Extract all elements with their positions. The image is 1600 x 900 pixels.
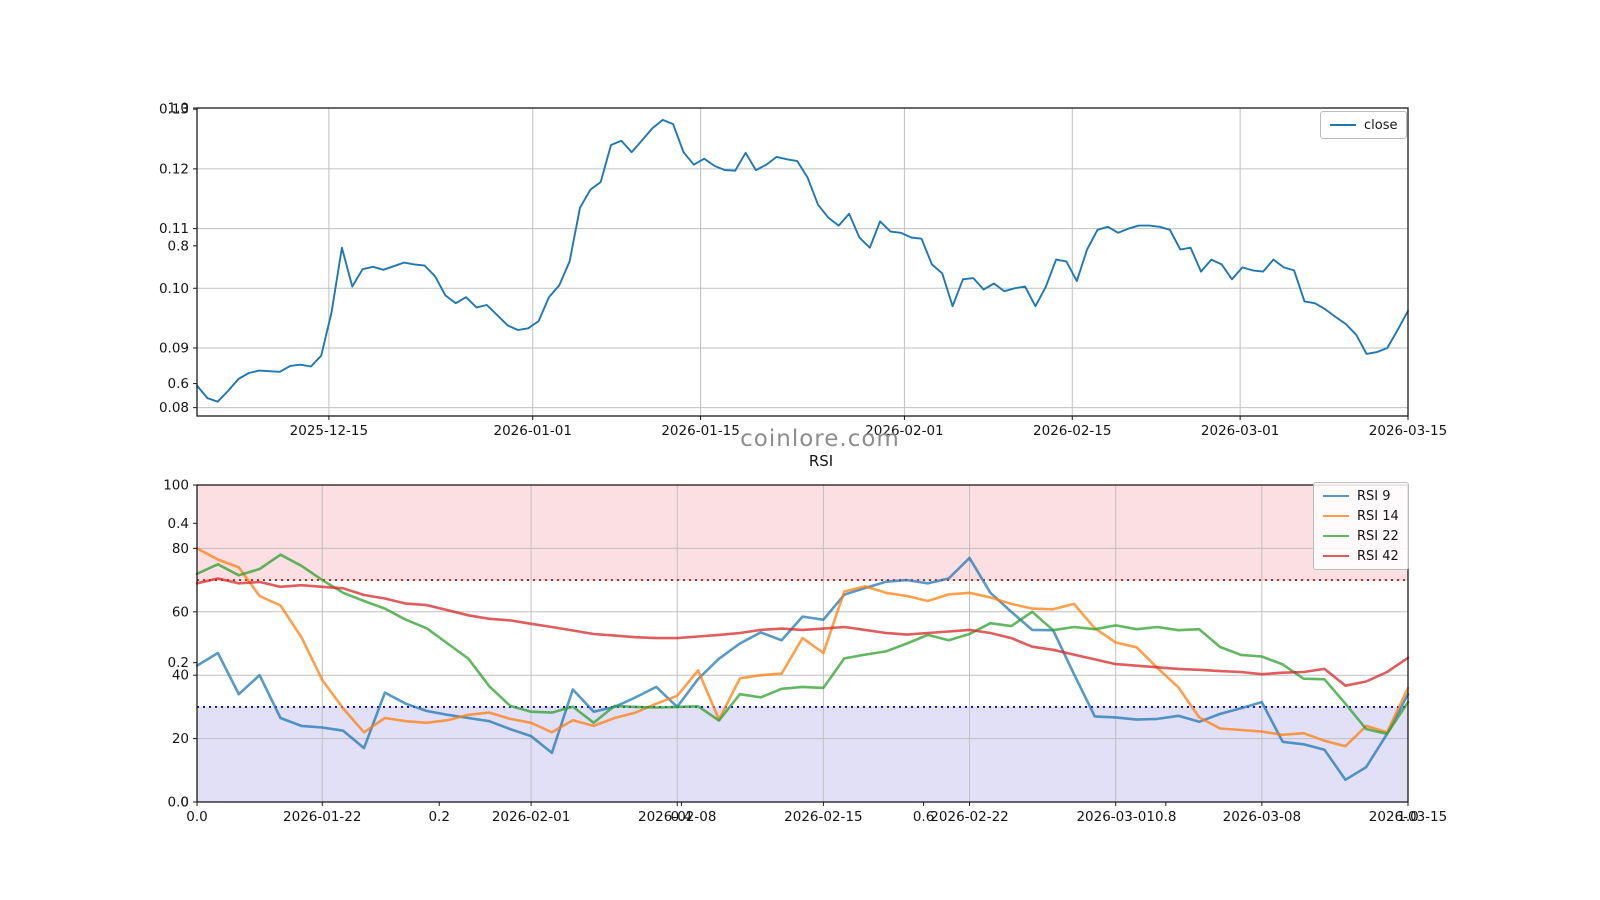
series-rsi-42 [195,577,1410,688]
svg-text:0.8: 0.8 [168,238,189,254]
svg-text:0.12: 0.12 [159,161,189,177]
series-rsi-14 [195,547,1410,748]
svg-text:2026-03-15: 2026-03-15 [1369,423,1447,439]
svg-text:2026-01-22: 2026-01-22 [283,809,361,825]
svg-text:0.09: 0.09 [159,340,189,356]
legend-entry-rsi22: RSI 22 [1323,528,1399,544]
svg-text:2026-02-01: 2026-02-01 [865,423,943,439]
svg-text:0.8: 0.8 [1155,809,1176,825]
svg-text:0: 0 [180,795,189,811]
svg-text:0.13: 0.13 [159,102,189,118]
svg-text:0.11: 0.11 [159,221,189,237]
svg-text:100: 100 [163,478,189,494]
svg-text:2026-02-08: 2026-02-08 [638,809,716,825]
svg-text:0.6: 0.6 [913,809,934,825]
legend-label-rsi14: RSI 14 [1357,508,1399,524]
svg-text:2026-01-01: 2026-01-01 [493,423,571,439]
series-close [196,118,1409,403]
svg-text:1.0: 1.0 [1397,809,1418,825]
svg-text:20: 20 [172,731,189,747]
svg-text:2026-02-15: 2026-02-15 [1033,423,1111,439]
svg-text:0.0: 0.0 [186,809,207,825]
svg-text:2026-02-15: 2026-02-15 [784,809,862,825]
svg-text:2026-03-08: 2026-03-08 [1223,809,1301,825]
rsi22-line-swatch [1323,535,1349,537]
legend-label-rsi9: RSI 9 [1357,488,1391,504]
legend-entry-rsi42: RSI 42 [1323,548,1399,564]
legend-label-rsi22: RSI 22 [1357,528,1399,544]
svg-text:0.4: 0.4 [168,516,189,532]
svg-text:0.2: 0.2 [428,809,449,825]
series-rsi-9 [195,556,1410,782]
legend-entry-close: close [1330,117,1397,133]
legend-entry-rsi14: RSI 14 [1323,508,1399,524]
svg-text:0.4: 0.4 [671,809,692,825]
svg-text:2026-02-01: 2026-02-01 [492,809,570,825]
rsi14-line-swatch [1323,515,1349,517]
legend-label-close: close [1364,117,1398,133]
svg-text:2026-01-15: 2026-01-15 [661,423,739,439]
series-rsi-22 [195,553,1410,736]
close-line-swatch [1330,124,1356,126]
legend-label-rsi42: RSI 42 [1357,548,1399,564]
svg-text:0.10: 0.10 [159,281,189,297]
legend-rsi: RSI 9 RSI 14 RSI 22 RSI 42 [1313,482,1409,570]
svg-text:0.2: 0.2 [168,655,189,671]
svg-text:0.0: 0.0 [168,795,189,811]
svg-text:2026-03-01: 2026-03-01 [1076,809,1154,825]
svg-text:0.08: 0.08 [159,400,189,416]
rsi-panel-title: RSI [808,452,834,470]
legend-close: close [1320,111,1408,139]
legend-entry-rsi9: RSI 9 [1323,488,1399,504]
svg-text:0.6: 0.6 [168,376,189,392]
svg-text:80: 80 [172,541,189,557]
svg-text:2026-02-22: 2026-02-22 [930,809,1008,825]
rsi42-line-swatch [1323,555,1349,557]
svg-text:60: 60 [172,604,189,620]
band-overbought [197,485,1408,581]
band-oversold [197,706,1408,802]
svg-text:2026-03-01: 2026-03-01 [1201,423,1279,439]
svg-text:40: 40 [172,668,189,684]
svg-text:2025-12-15: 2025-12-15 [290,423,368,439]
rsi9-line-swatch [1323,495,1349,497]
svg-text:2026-03-15: 2026-03-15 [1369,809,1447,825]
watermark: coinlore.com [740,426,900,452]
svg-text:1.0: 1.0 [168,101,189,117]
